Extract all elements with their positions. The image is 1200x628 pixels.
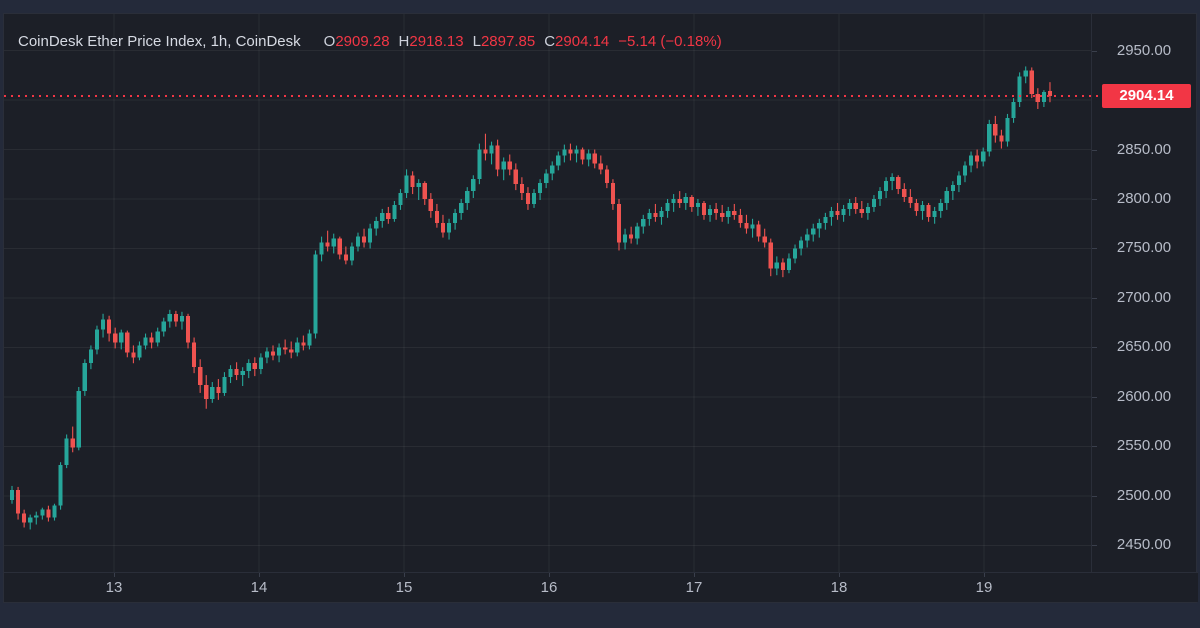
price-axis-label: 2650.00 (1116, 338, 1172, 356)
price-axis-label: 2500.00 (1116, 486, 1172, 504)
price-axis-label: 2700.00 (1116, 288, 1172, 306)
candlestick-chart[interactable] (4, 14, 1091, 572)
price-axis-tick (1092, 495, 1097, 497)
time-axis-label: 19 (975, 579, 993, 596)
price-axis-tick (1092, 248, 1097, 250)
price-axis-tick (1092, 347, 1097, 349)
price-axis-label: 2750.00 (1116, 239, 1172, 257)
price-axis[interactable]: 2950.00 2850.00 2800.00 2750.00 2700.00 2650.… (1091, 14, 1196, 572)
price-axis-label: 2600.00 (1116, 387, 1172, 405)
time-axis-tick (259, 573, 260, 577)
chart-panel: CoinDesk Ether Price Index, 1h, CoinDesk… (3, 13, 1198, 603)
price-axis-tick (1092, 50, 1097, 52)
price-axis-tick (1092, 396, 1097, 398)
low-label: L (472, 32, 481, 50)
price-axis-tick (1092, 446, 1097, 448)
time-axis-label: 18 (830, 579, 848, 596)
price-axis-tick (1092, 199, 1097, 200)
price-axis-tick (1092, 297, 1097, 299)
time-axis-tick (404, 573, 405, 577)
bottom-margin (0, 603, 1200, 628)
low-value: 2897.85 (480, 32, 536, 50)
symbol-title[interactable]: CoinDesk Ether Price Index, 1h, CoinDesk (18, 32, 301, 50)
last-price-badge: 2904.14 (1102, 83, 1191, 108)
high-label: H (398, 32, 410, 50)
open-value: 2909.28 (335, 32, 390, 50)
time-axis[interactable]: 13 14 15 16 17 18 19 (4, 572, 1198, 602)
price-axis-label: 2800.00 (1116, 190, 1172, 207)
time-axis-tick (549, 573, 550, 577)
time-axis-label: 13 (105, 579, 123, 596)
candlestick-plot-area[interactable] (4, 14, 1091, 572)
top-margin (0, 0, 1200, 13)
price-axis-label: 2950.00 (1116, 41, 1172, 59)
change-value: −5.14 (−0.18%) (618, 32, 722, 50)
chart-legend: CoinDesk Ether Price Index, 1h, CoinDesk… (18, 31, 722, 51)
last-price-line (4, 94, 1135, 97)
time-axis-tick (984, 573, 985, 577)
time-axis-label: 17 (685, 579, 703, 596)
time-axis-tick (114, 573, 115, 577)
last-price-badge-value: 2904.14 (1119, 87, 1174, 105)
time-axis-label: 15 (395, 579, 413, 596)
price-axis-label: 2450.00 (1116, 536, 1172, 554)
time-axis-label: 14 (250, 579, 268, 596)
price-axis-label: 2550.00 (1116, 437, 1172, 455)
price-axis-label: 2850.00 (1116, 140, 1172, 158)
close-value: 2904.14 (555, 32, 610, 50)
high-value: 2918.13 (409, 32, 464, 50)
time-axis-tick (839, 573, 840, 577)
time-axis-label: 16 (540, 579, 558, 596)
open-label: O (323, 32, 336, 50)
price-axis-tick (1092, 149, 1097, 151)
time-axis-tick (694, 573, 695, 577)
close-label: C (544, 32, 556, 50)
price-axis-tick (1092, 545, 1097, 547)
